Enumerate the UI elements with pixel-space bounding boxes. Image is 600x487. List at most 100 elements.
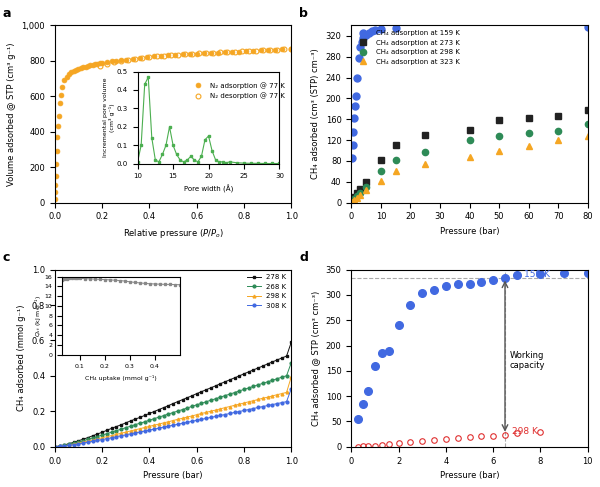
CH₄ adsorption at 298 K — [392, 157, 399, 163]
CH₄ adsorption at 298 K — [349, 198, 356, 204]
278 K — [122, 420, 130, 426]
N₂ desorption @ 77 K — [287, 46, 295, 52]
CH₄ adsorption at 159 K — [584, 23, 592, 29]
298 K — [287, 374, 295, 380]
N₂ desorption @ 77 K — [125, 57, 132, 63]
CH₄ adsorption at 298 K — [584, 122, 592, 128]
N₂ desorption @ 77 K — [118, 58, 125, 64]
Line: 268 K: 268 K — [53, 361, 293, 448]
N₂ desorption @ 77 K — [209, 50, 217, 56]
N₂ adsorption @ 77 K — [52, 182, 59, 188]
CH₄ adsorption at 298 K — [362, 184, 370, 190]
298 K — [208, 408, 215, 414]
N₂ desorption @ 77 K — [224, 49, 231, 55]
Legend: CH₄ adsorption at 159 K, CH₄ adsorption at 273 K, CH₄ adsorption at 298 K, CH₄ a: CH₄ adsorption at 159 K, CH₄ adsorption … — [353, 28, 462, 68]
N₂ desorption @ 77 K — [181, 51, 188, 57]
268 K — [103, 431, 110, 436]
N₂ desorption @ 77 K — [96, 63, 103, 69]
CH₄ adsorption at 159 K — [356, 44, 364, 50]
CH₄ adsorption at 273 K — [350, 194, 358, 200]
278 K — [51, 444, 58, 450]
CH₄ adsorption at 273 K — [356, 186, 364, 191]
CH₄ adsorption at 273 K — [353, 190, 361, 196]
278 K — [221, 379, 229, 385]
N₂ adsorption @ 77 K — [165, 52, 172, 58]
CH₄ adsorption at 273 K — [362, 179, 370, 185]
CH₄ adsorption at 298 K — [349, 199, 356, 205]
N₂ desorption @ 77 K — [252, 48, 259, 54]
N₂ desorption @ 77 K — [174, 52, 181, 57]
CH₄ adsorption at 273 K — [392, 142, 399, 148]
Text: b: b — [299, 7, 308, 19]
Text: Working
capacity: Working capacity — [510, 351, 545, 371]
CH₄ adsorption at 273 K — [422, 132, 429, 138]
268 K — [51, 444, 58, 450]
Line: 308 K: 308 K — [53, 387, 293, 448]
Y-axis label: CH₄ adsorbed (cm³ (STP) cm⁻³): CH₄ adsorbed (cm³ (STP) cm⁻³) — [311, 49, 320, 179]
Legend: N₂ adsorption @ 77 K, N₂ desorption @ 77 K: N₂ adsorption @ 77 K, N₂ desorption @ 77… — [188, 79, 288, 102]
268 K — [208, 397, 215, 403]
308 K — [287, 386, 295, 392]
Text: a: a — [3, 7, 11, 19]
N₂ desorption @ 77 K — [259, 47, 266, 53]
Line: CH₄ adsorption at 273 K: CH₄ adsorption at 273 K — [349, 107, 590, 204]
CH₄ adsorption at 273 K — [554, 112, 562, 118]
Line: 278 K: 278 K — [53, 341, 293, 448]
CH₄ adsorption at 323 K — [349, 199, 356, 205]
CH₄ adsorption at 323 K — [392, 169, 399, 174]
268 K — [287, 360, 295, 366]
CH₄ adsorption at 159 K — [377, 26, 385, 32]
N₂ desorption @ 77 K — [281, 46, 288, 52]
N₂ adsorption @ 77 K — [287, 46, 295, 52]
N₂ desorption @ 77 K — [139, 55, 146, 61]
308 K — [221, 412, 229, 417]
Text: c: c — [3, 251, 10, 264]
X-axis label: Relative pressure ($P$/$P_o$): Relative pressure ($P$/$P_o$) — [123, 227, 223, 240]
CH₄ adsorption at 273 K — [349, 197, 356, 203]
CH₄ adsorption at 159 K — [352, 103, 359, 109]
278 K — [127, 418, 134, 424]
CH₄ adsorption at 159 K — [359, 36, 367, 41]
Line: CH₄ adsorption at 323 K: CH₄ adsorption at 323 K — [349, 133, 591, 205]
N₂ desorption @ 77 K — [131, 56, 139, 62]
N₂ desorption @ 77 K — [238, 48, 245, 54]
X-axis label: Pressure (bar): Pressure (bar) — [440, 471, 499, 480]
CH₄ adsorption at 159 K — [350, 115, 358, 121]
298 K — [122, 429, 130, 435]
CH₄ adsorption at 273 K — [584, 107, 592, 113]
Y-axis label: CH₄ adsorbed @ STP (cm³ cm⁻³): CH₄ adsorbed @ STP (cm³ cm⁻³) — [311, 291, 320, 426]
N₂ desorption @ 77 K — [146, 54, 153, 60]
CH₄ adsorption at 298 K — [525, 131, 532, 136]
268 K — [221, 393, 229, 398]
CH₄ adsorption at 298 K — [422, 149, 429, 154]
268 K — [127, 423, 134, 429]
CH₄ adsorption at 298 K — [554, 128, 562, 133]
CH₄ adsorption at 323 K — [349, 199, 356, 205]
CH₄ adsorption at 298 K — [353, 193, 361, 199]
N₂ desorption @ 77 K — [274, 47, 281, 53]
CH₄ adsorption at 159 K — [352, 93, 359, 99]
298 K — [283, 390, 290, 395]
N₂ adsorption @ 77 K — [158, 53, 165, 59]
278 K — [103, 428, 110, 433]
Text: 159 K: 159 K — [524, 270, 550, 279]
308 K — [122, 432, 130, 438]
CH₄ adsorption at 159 K — [353, 75, 361, 80]
298 K — [221, 405, 229, 411]
CH₄ adsorption at 323 K — [350, 197, 358, 203]
CH₄ adsorption at 159 K — [349, 142, 356, 148]
CH₄ adsorption at 273 K — [349, 198, 356, 204]
CH₄ adsorption at 159 K — [349, 155, 356, 161]
Text: 298 K: 298 K — [512, 427, 538, 436]
N₂ desorption @ 77 K — [266, 47, 274, 53]
CH₄ adsorption at 298 K — [350, 196, 358, 202]
CH₄ adsorption at 298 K — [466, 137, 473, 143]
CH₄ adsorption at 159 K — [362, 32, 370, 38]
Line: N₂ adsorption @ 77 K: N₂ adsorption @ 77 K — [52, 46, 294, 202]
Line: N₂ desorption @ 77 K: N₂ desorption @ 77 K — [97, 46, 294, 69]
278 K — [208, 385, 215, 391]
Line: CH₄ adsorption at 298 K: CH₄ adsorption at 298 K — [349, 121, 591, 205]
CH₄ adsorption at 159 K — [371, 27, 379, 33]
N₂ adsorption @ 77 K — [51, 197, 58, 203]
298 K — [103, 434, 110, 440]
